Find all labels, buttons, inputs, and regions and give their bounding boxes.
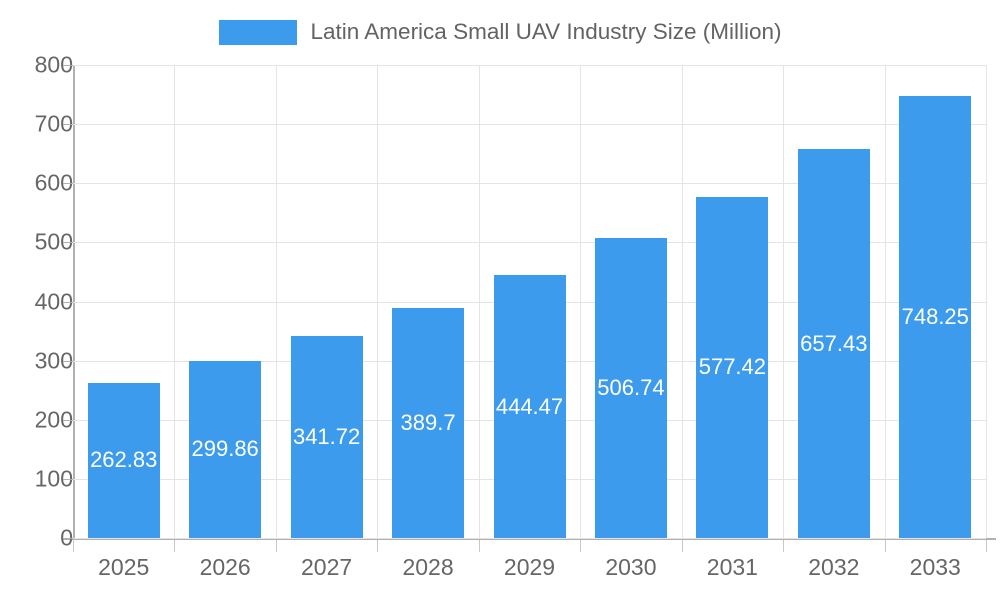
gridline-vertical xyxy=(986,65,987,538)
x-axis-tick-label: 2025 xyxy=(98,554,150,580)
x-axis-tick-mark xyxy=(986,540,987,552)
bar[interactable] xyxy=(493,275,566,538)
gridline-vertical xyxy=(885,65,886,538)
y-axis-tick-label: 600 xyxy=(34,169,73,196)
gridline-horizontal xyxy=(73,124,986,126)
x-axis-tick-label: 2031 xyxy=(706,554,758,580)
gridline-vertical xyxy=(479,65,480,538)
gridline-horizontal xyxy=(73,183,986,185)
y-axis-tick-label: 800 xyxy=(34,51,73,78)
x-axis-tick-label: 2027 xyxy=(301,554,353,580)
y-axis-tick-mark xyxy=(63,301,73,303)
bar[interactable] xyxy=(696,196,769,538)
x-axis-tick-label: 2029 xyxy=(503,554,556,580)
x-axis-tick-mark xyxy=(783,540,784,552)
y-axis-tick-label: 200 xyxy=(34,406,73,433)
y-axis-tick-mark xyxy=(63,242,73,244)
y-axis-tick-mark xyxy=(63,124,73,126)
gridline-horizontal xyxy=(73,538,986,539)
x-axis-tick-mark xyxy=(377,540,378,552)
x-axis-tick-mark xyxy=(276,540,277,552)
y-axis-tick-label: 500 xyxy=(34,228,73,255)
x-axis-tick-mark xyxy=(580,540,581,552)
y-axis-tick-mark xyxy=(63,65,73,66)
y-axis-tick-label: 400 xyxy=(34,288,73,314)
y-axis-ticks: 0 100 200 300 400 500 600 700 800 xyxy=(0,0,73,600)
x-axis-tick-label: 2032 xyxy=(808,554,860,580)
x-axis-tick-label: 2026 xyxy=(199,554,251,580)
x-axis-tick-label: 2030 xyxy=(605,554,657,580)
gridline-vertical xyxy=(377,65,378,538)
x-axis-tick-mark xyxy=(479,540,480,552)
bar[interactable] xyxy=(189,360,262,538)
y-axis-tick-mark xyxy=(63,538,73,539)
bar[interactable] xyxy=(290,335,363,538)
gridline-horizontal xyxy=(73,242,986,244)
y-axis-tick-label: 300 xyxy=(34,347,73,374)
legend-color-swatch xyxy=(218,19,297,45)
legend-item-0[interactable]: Latin America Small UAV Industry Size (M… xyxy=(218,18,782,45)
y-axis-tick-mark xyxy=(63,419,73,421)
bar[interactable] xyxy=(392,307,465,538)
chart-legend: Latin America Small UAV Industry Size (M… xyxy=(0,14,1000,50)
gridline-vertical xyxy=(580,65,581,538)
x-axis-tick-mark xyxy=(682,540,683,552)
x-axis-tick-label: 2028 xyxy=(402,554,454,580)
x-axis-line xyxy=(63,538,996,540)
y-axis-tick-mark xyxy=(63,183,73,185)
gridline-vertical xyxy=(783,65,784,538)
x-axis-tick-mark xyxy=(73,540,74,552)
bar[interactable] xyxy=(594,238,667,538)
x-axis-tick-mark xyxy=(174,540,175,552)
x-axis-tick-label: 2033 xyxy=(909,554,961,580)
bar[interactable] xyxy=(797,149,870,538)
plot-area: 262.83 299.86 341.72 389.7 444.47 506.74 577.4… xyxy=(73,65,987,539)
y-axis-tick-label: 700 xyxy=(34,110,73,137)
gridline-vertical xyxy=(174,65,175,538)
gridline-vertical xyxy=(682,65,683,538)
y-axis-tick-mark xyxy=(63,360,73,362)
bar[interactable] xyxy=(899,95,972,538)
x-axis-tick-mark xyxy=(885,540,886,552)
gridline-vertical xyxy=(276,65,277,538)
y-axis-tick-label: 100 xyxy=(34,465,73,492)
gridline-horizontal xyxy=(73,65,986,66)
y-axis-tick-mark xyxy=(63,478,73,480)
legend-item-label: Latin America Small UAV Industry Size (M… xyxy=(310,18,782,44)
bar[interactable] xyxy=(87,382,160,538)
y-axis-tick-label: 0 xyxy=(60,524,73,551)
